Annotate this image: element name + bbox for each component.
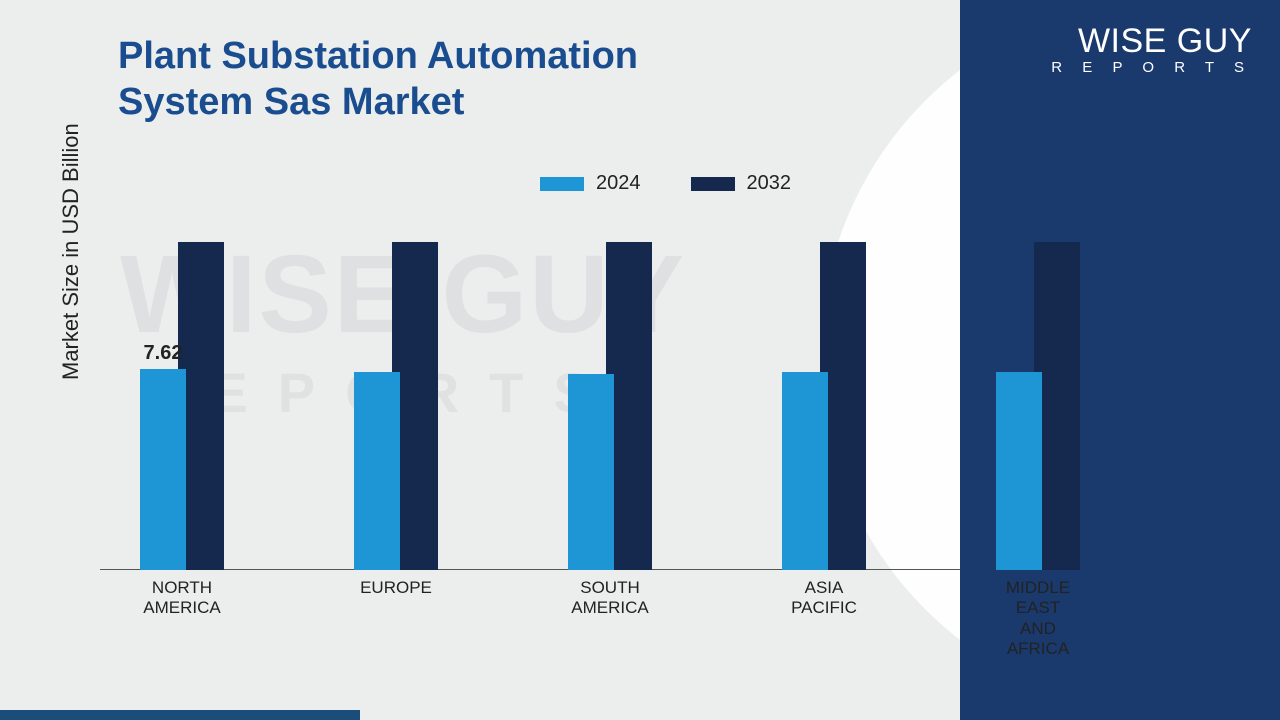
bar-2024 xyxy=(996,372,1042,570)
category-label: NORTHAMERICA xyxy=(127,578,237,619)
bar-2024 xyxy=(140,369,186,570)
category-label: SOUTHAMERICA xyxy=(555,578,665,619)
category-label: ASIAPACIFIC xyxy=(769,578,879,619)
legend-item-2032: 2032 xyxy=(691,172,792,195)
category-label: EUROPE xyxy=(341,578,451,598)
bar-2024 xyxy=(354,372,400,570)
bar-2024 xyxy=(782,372,828,570)
y-axis-label: Market Size in USD Billion xyxy=(58,123,84,380)
bar-2024 xyxy=(568,374,614,570)
stage: WISE GUY REPORTS WISE GUY R E P O R T S … xyxy=(0,0,1280,720)
legend-swatch-2032 xyxy=(691,177,735,191)
category-label: MIDDLEEASTANDAFRICA xyxy=(983,578,1093,660)
legend: 2024 2032 xyxy=(540,172,791,195)
page-title: Plant Substation Automation System Sas M… xyxy=(118,34,718,125)
brand-main: WISE GUY xyxy=(1051,22,1252,61)
brand-logo: WISE GUY R E P O R T S xyxy=(1051,22,1252,94)
legend-label-2032: 2032 xyxy=(747,172,792,195)
legend-swatch-2024 xyxy=(540,177,584,191)
brand-sub: R E P O R T S xyxy=(1051,59,1252,76)
legend-item-2024: 2024 xyxy=(540,172,641,195)
value-label: 7.62 xyxy=(134,342,192,365)
chart-area: 7.62 xyxy=(100,200,960,570)
bottom-accent-bar xyxy=(0,710,360,720)
legend-label-2024: 2024 xyxy=(596,172,641,195)
